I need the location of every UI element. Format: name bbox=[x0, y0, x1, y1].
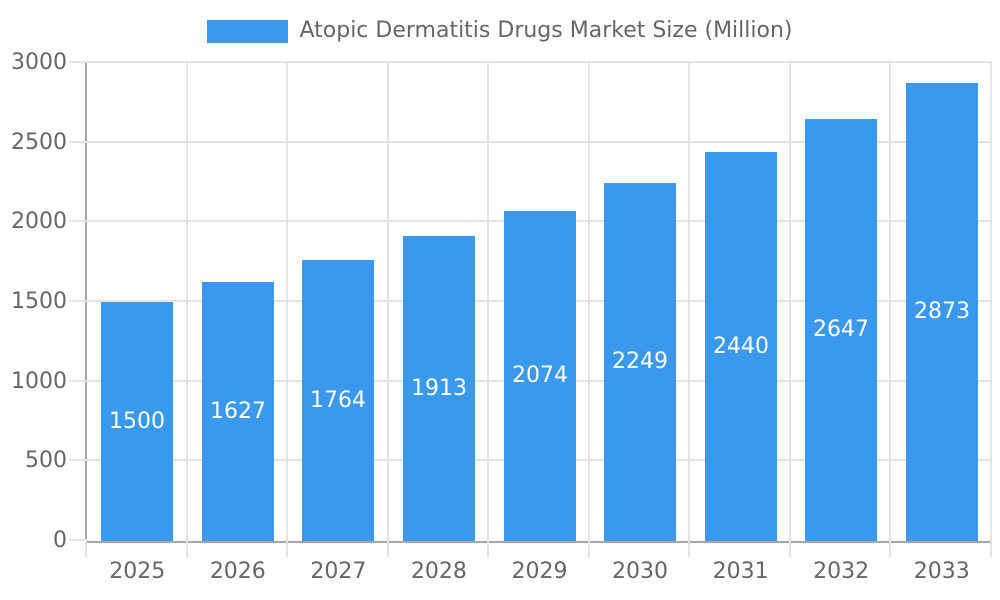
gridline-v bbox=[185, 63, 188, 557]
bar-value-label: 2440 bbox=[713, 333, 769, 359]
bar-value-label: 2074 bbox=[512, 363, 568, 388]
y-axis-spine bbox=[85, 63, 87, 541]
gridline-v bbox=[386, 63, 389, 557]
y-axis-label: 0 bbox=[53, 528, 67, 553]
y-tick bbox=[69, 459, 87, 462]
x-axis-label: 2032 bbox=[813, 559, 870, 584]
bar-value-label: 1764 bbox=[310, 387, 366, 413]
y-axis-label: 500 bbox=[25, 448, 67, 474]
x-axis-label: 2033 bbox=[913, 559, 970, 584]
gridline-v bbox=[286, 63, 289, 557]
gridline-h bbox=[87, 61, 992, 63]
x-axis-label: 2028 bbox=[410, 559, 467, 584]
bar[interactable]: 1764 bbox=[302, 260, 374, 541]
bar-value-label: 2647 bbox=[813, 317, 869, 342]
bar[interactable]: 2873 bbox=[906, 83, 978, 541]
bar-value-label: 1627 bbox=[210, 398, 266, 424]
gridline-v bbox=[889, 63, 892, 557]
gridline-v bbox=[487, 63, 490, 557]
x-axis-label: 2027 bbox=[310, 559, 367, 584]
bar[interactable]: 2440 bbox=[705, 152, 777, 541]
y-axis-label: 2500 bbox=[11, 129, 67, 155]
y-tick bbox=[69, 220, 87, 223]
bar-value-label: 1500 bbox=[109, 408, 165, 434]
gridline-v bbox=[587, 63, 590, 557]
x-axis-label: 2025 bbox=[109, 559, 166, 584]
x-axis-label: 2030 bbox=[612, 559, 669, 584]
bar-value-label: 2873 bbox=[914, 299, 970, 324]
x-axis-label: 2026 bbox=[209, 559, 266, 584]
y-tick bbox=[69, 61, 87, 63]
y-axis-label: 1500 bbox=[11, 289, 67, 314]
legend-swatch bbox=[207, 19, 289, 43]
y-axis-label: 1000 bbox=[11, 368, 67, 394]
gridline-v bbox=[85, 541, 87, 557]
y-tick bbox=[69, 140, 87, 143]
bar-value-label: 1913 bbox=[411, 375, 467, 401]
bar-value-label: 2249 bbox=[612, 349, 668, 374]
legend-label: Atopic Dermatitis Drugs Market Size (Mil… bbox=[299, 18, 793, 43]
gridline-h bbox=[87, 140, 992, 143]
y-axis-label: 2000 bbox=[11, 209, 67, 235]
y-tick bbox=[69, 300, 87, 302]
legend[interactable]: Atopic Dermatitis Drugs Market Size (Mil… bbox=[0, 14, 1000, 48]
x-axis-label: 2031 bbox=[712, 559, 769, 584]
bar[interactable]: 2074 bbox=[504, 211, 576, 541]
y-tick bbox=[69, 379, 87, 382]
y-axis-label: 3000 bbox=[11, 50, 67, 75]
plot-area: 0 500 1000 1500 2000 2500 3000 1500 1627 1764 1913… bbox=[11, 50, 992, 584]
bar[interactable]: 2249 bbox=[604, 183, 676, 541]
y-tick bbox=[69, 539, 87, 541]
bar[interactable]: 2647 bbox=[805, 119, 877, 541]
bar[interactable]: 1500 bbox=[101, 302, 173, 541]
gridline-v bbox=[990, 63, 992, 557]
x-axis-label: 2029 bbox=[511, 559, 568, 584]
bar[interactable]: 1627 bbox=[202, 282, 274, 541]
gridline-v bbox=[788, 63, 791, 557]
x-axis-spine bbox=[85, 541, 992, 543]
gridline-v bbox=[688, 63, 691, 557]
bar[interactable]: 1913 bbox=[403, 236, 475, 541]
